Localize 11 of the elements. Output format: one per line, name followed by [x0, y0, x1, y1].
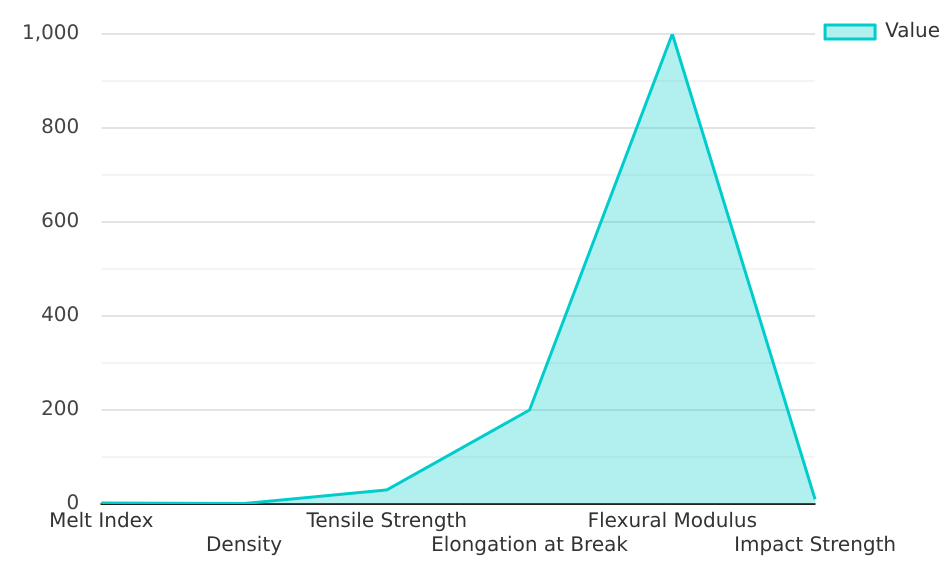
y-tick-label: 200: [41, 396, 80, 420]
x-tick-label: Density: [206, 532, 282, 556]
y-tick-label: 800: [41, 114, 80, 138]
y-tick-label: 1,000: [22, 20, 80, 44]
x-tick-label: Tensile Strength: [306, 508, 468, 532]
legend-label: Value: [885, 18, 940, 42]
y-tick-label: 600: [41, 208, 80, 232]
x-tick-label: Flexural Modulus: [588, 508, 758, 532]
x-tick-label: Elongation at Break: [431, 532, 628, 556]
y-tick-label: 400: [41, 302, 80, 326]
x-tick-label: Impact Strength: [734, 532, 896, 556]
